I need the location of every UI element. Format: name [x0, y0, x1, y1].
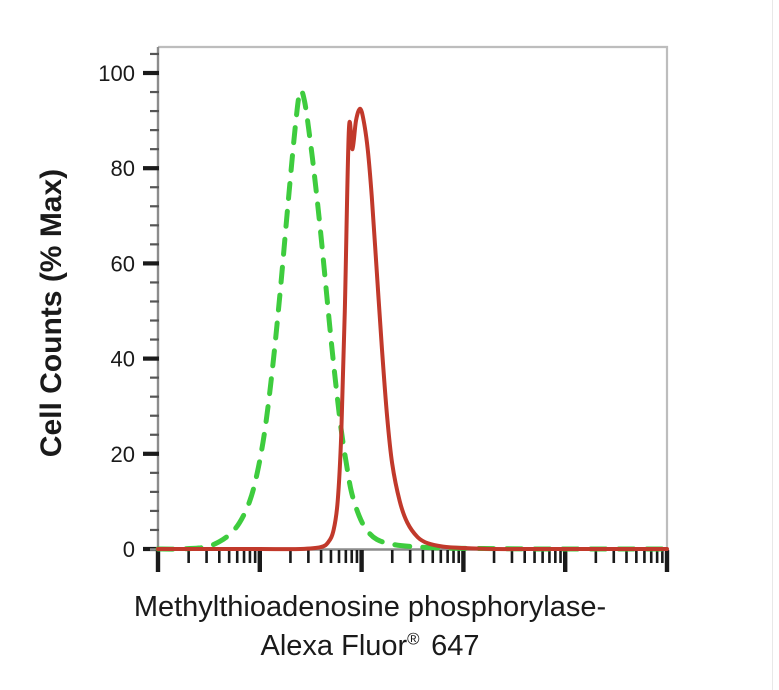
plot-frame [158, 45, 669, 549]
registered-trademark-icon: ® [407, 628, 420, 648]
fluorophore-number: 647 [431, 629, 480, 662]
x-axis-title-line2: Alexa Fluor® 647 [60, 627, 680, 666]
curve-antibody-stained [156, 106, 669, 552]
y-axis-tick-labels: 0 20 40 60 80 100 [98, 61, 135, 562]
svg-text:0: 0 [123, 537, 135, 562]
y-axis: 0 20 40 60 80 100 [98, 47, 160, 562]
svg-text:40: 40 [111, 347, 135, 372]
svg-text:80: 80 [111, 156, 135, 181]
y-axis-title: Cell Counts (% Max) [35, 168, 68, 458]
curve-isotype-control [155, 88, 670, 552]
x-axis [150, 548, 670, 572]
fluorophore-name: Alexa Fluor [260, 629, 408, 662]
svg-text:60: 60 [111, 251, 135, 276]
x-axis-ticks [155, 550, 670, 572]
svg-text:20: 20 [111, 442, 135, 467]
x-axis-title-line1: Methylthioadenosine phosphorylase- [133, 591, 607, 623]
y-axis-ticks [143, 52, 159, 552]
page-edge-rule [772, 0, 773, 690]
data-curves [155, 88, 670, 552]
x-axis-title: Methylthioadenosine phosphorylase- Alexa… [60, 588, 680, 665]
svg-text:100: 100 [98, 61, 135, 86]
